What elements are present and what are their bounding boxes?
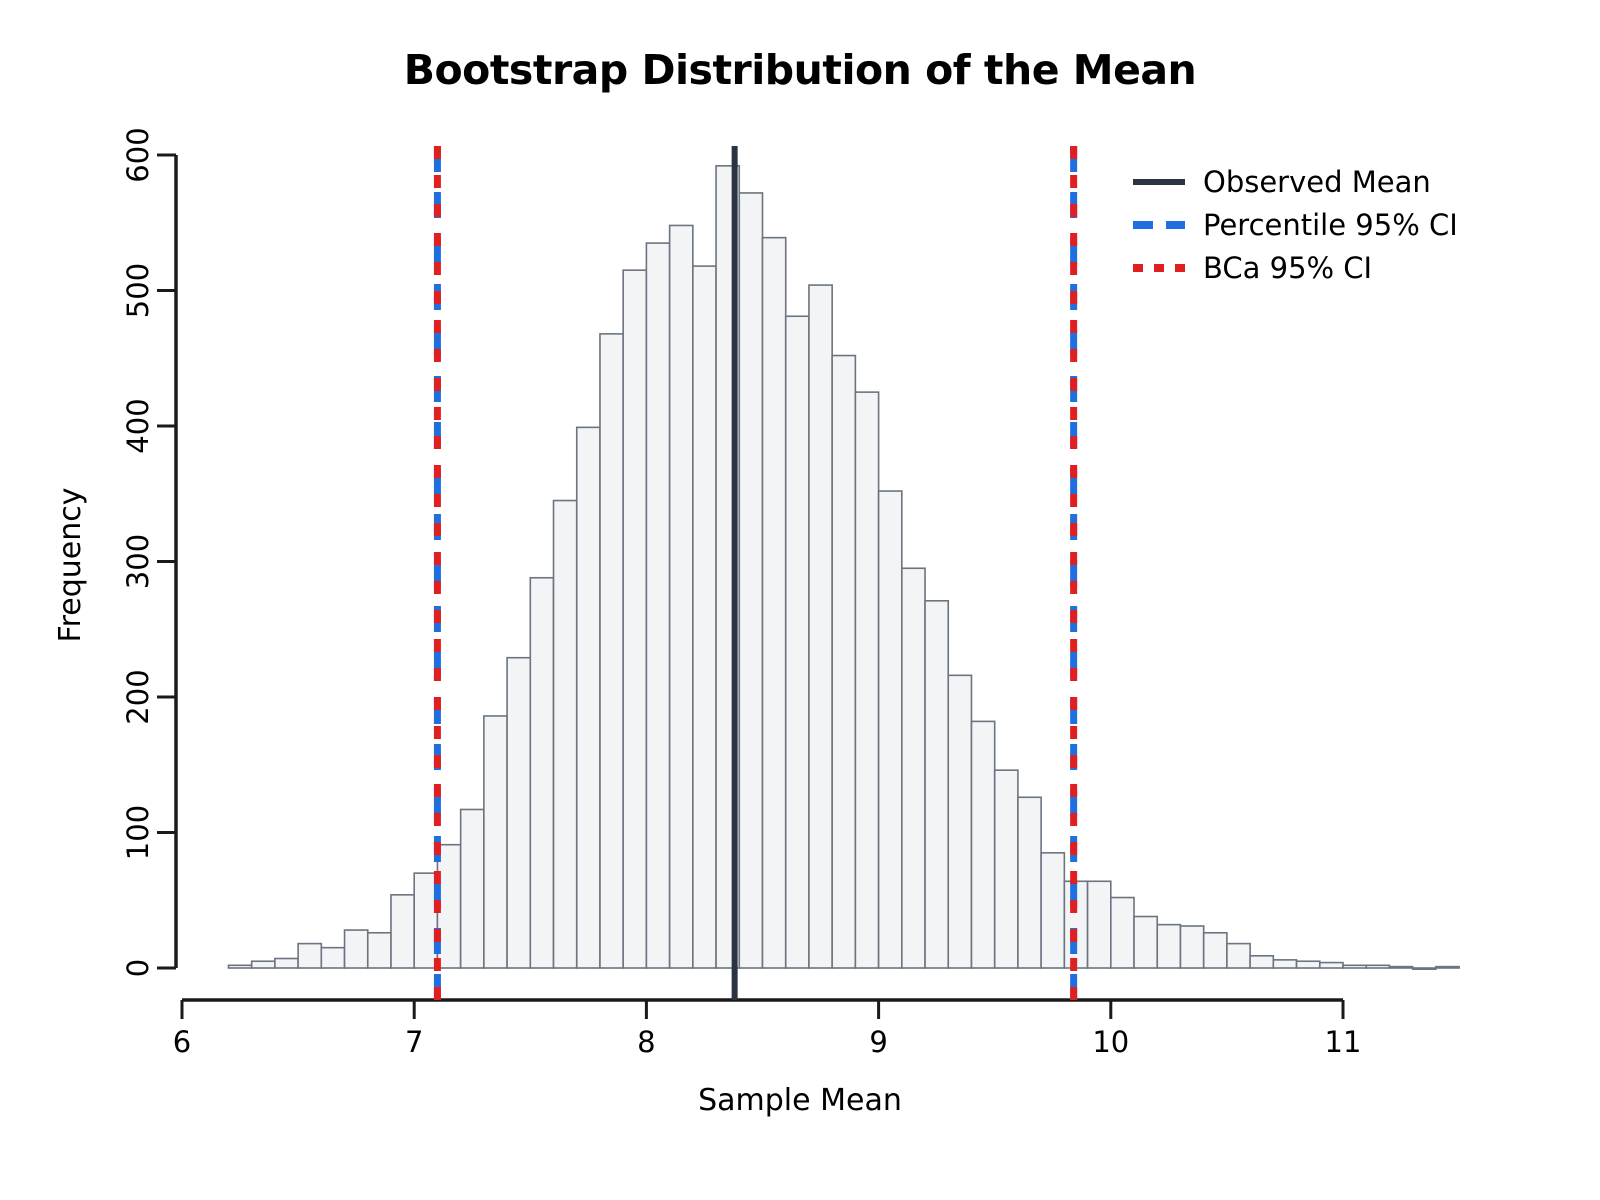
histogram-bar	[1249, 954, 1275, 969]
reference-lines	[433, 146, 1078, 1000]
y-axis-tick-label: 500	[121, 263, 155, 318]
y-axis-tick-label: 0	[121, 959, 155, 977]
x-axis-tick-label: 6	[173, 1025, 191, 1059]
x-axis-tick-label: 8	[637, 1025, 655, 1059]
histogram-bar	[877, 490, 903, 969]
histogram-bar	[924, 599, 950, 969]
histogram-bar	[970, 720, 996, 969]
histogram-bar	[1342, 964, 1368, 969]
histogram-bar	[343, 929, 369, 969]
histogram-bar	[1411, 967, 1437, 971]
histogram-bar	[808, 284, 833, 969]
chart-title: Bootstrap Distribution of the Mean	[403, 46, 1197, 94]
legend-label: Percentile 95% CI	[1203, 208, 1458, 242]
histogram-bar	[761, 236, 787, 969]
histogram-bar	[552, 499, 578, 969]
histogram-bar	[274, 957, 299, 969]
legend-label: Observed Mean	[1203, 165, 1431, 199]
histogram-bar	[622, 269, 648, 969]
histogram-bar	[366, 931, 392, 969]
x-axis-tick-label: 11	[1325, 1025, 1362, 1059]
histogram-bar	[529, 576, 555, 969]
histogram-bar	[1202, 931, 1228, 969]
chart-legend: Observed Mean Percentile 95% CI BCa 95% CI	[1133, 165, 1458, 285]
histogram-bar	[692, 265, 717, 969]
histogram-bar	[459, 808, 485, 969]
histogram-bar	[1295, 960, 1321, 969]
histogram-bar	[320, 946, 346, 969]
histogram-bar	[1110, 896, 1135, 969]
histogram-bar	[297, 942, 323, 969]
histogram-bar	[993, 769, 1019, 969]
histogram-bar	[506, 656, 532, 969]
y-axis-tick-label: 100	[121, 805, 155, 860]
histogram-bars	[227, 165, 1460, 971]
histogram-bar	[1272, 959, 1298, 969]
histogram-bar	[831, 354, 857, 969]
y-axis-tick-label: 300	[121, 534, 155, 589]
histogram-bar	[1318, 961, 1344, 969]
x-axis-tick-label: 10	[1092, 1025, 1129, 1059]
histogram-bar	[1365, 964, 1391, 969]
histogram-bar	[901, 567, 926, 969]
histogram-bar	[1156, 923, 1182, 969]
histogram-bar	[1435, 965, 1460, 969]
histogram-bar	[1017, 796, 1042, 969]
histogram-bar	[854, 391, 880, 969]
histogram-bar	[227, 964, 253, 969]
histogram-bar	[575, 426, 601, 969]
histogram-bar	[1133, 915, 1159, 969]
histogram-bar	[1226, 942, 1251, 969]
histogram-bar	[250, 960, 276, 969]
legend-label: BCa 95% CI	[1203, 251, 1372, 285]
x-axis-tick-label: 7	[405, 1025, 423, 1059]
plot-axes: 0 100 200 300 400 500 600 6 7 8 9 10 11	[121, 127, 1361, 1059]
histogram-bar	[1388, 965, 1414, 969]
histogram-bar	[738, 192, 764, 969]
histogram-bar	[645, 242, 671, 969]
histogram-bar	[390, 894, 416, 969]
y-axis-label: Frequency	[53, 488, 88, 643]
y-axis-tick-label: 200	[121, 669, 155, 724]
histogram-bar	[1086, 880, 1112, 969]
x-axis-label: Sample Mean	[698, 1083, 902, 1118]
histogram-bar	[483, 715, 508, 969]
x-axis-tick-label: 9	[869, 1025, 887, 1059]
histogram-bar	[784, 315, 810, 969]
histogram-bar	[947, 674, 973, 969]
histogram-bar	[1179, 925, 1205, 969]
histogram-bar	[668, 224, 694, 969]
histogram-bar	[599, 333, 624, 969]
histogram-bar	[1040, 852, 1066, 969]
y-axis-tick-label: 600	[121, 127, 155, 182]
y-axis-tick-label: 400	[121, 398, 155, 453]
